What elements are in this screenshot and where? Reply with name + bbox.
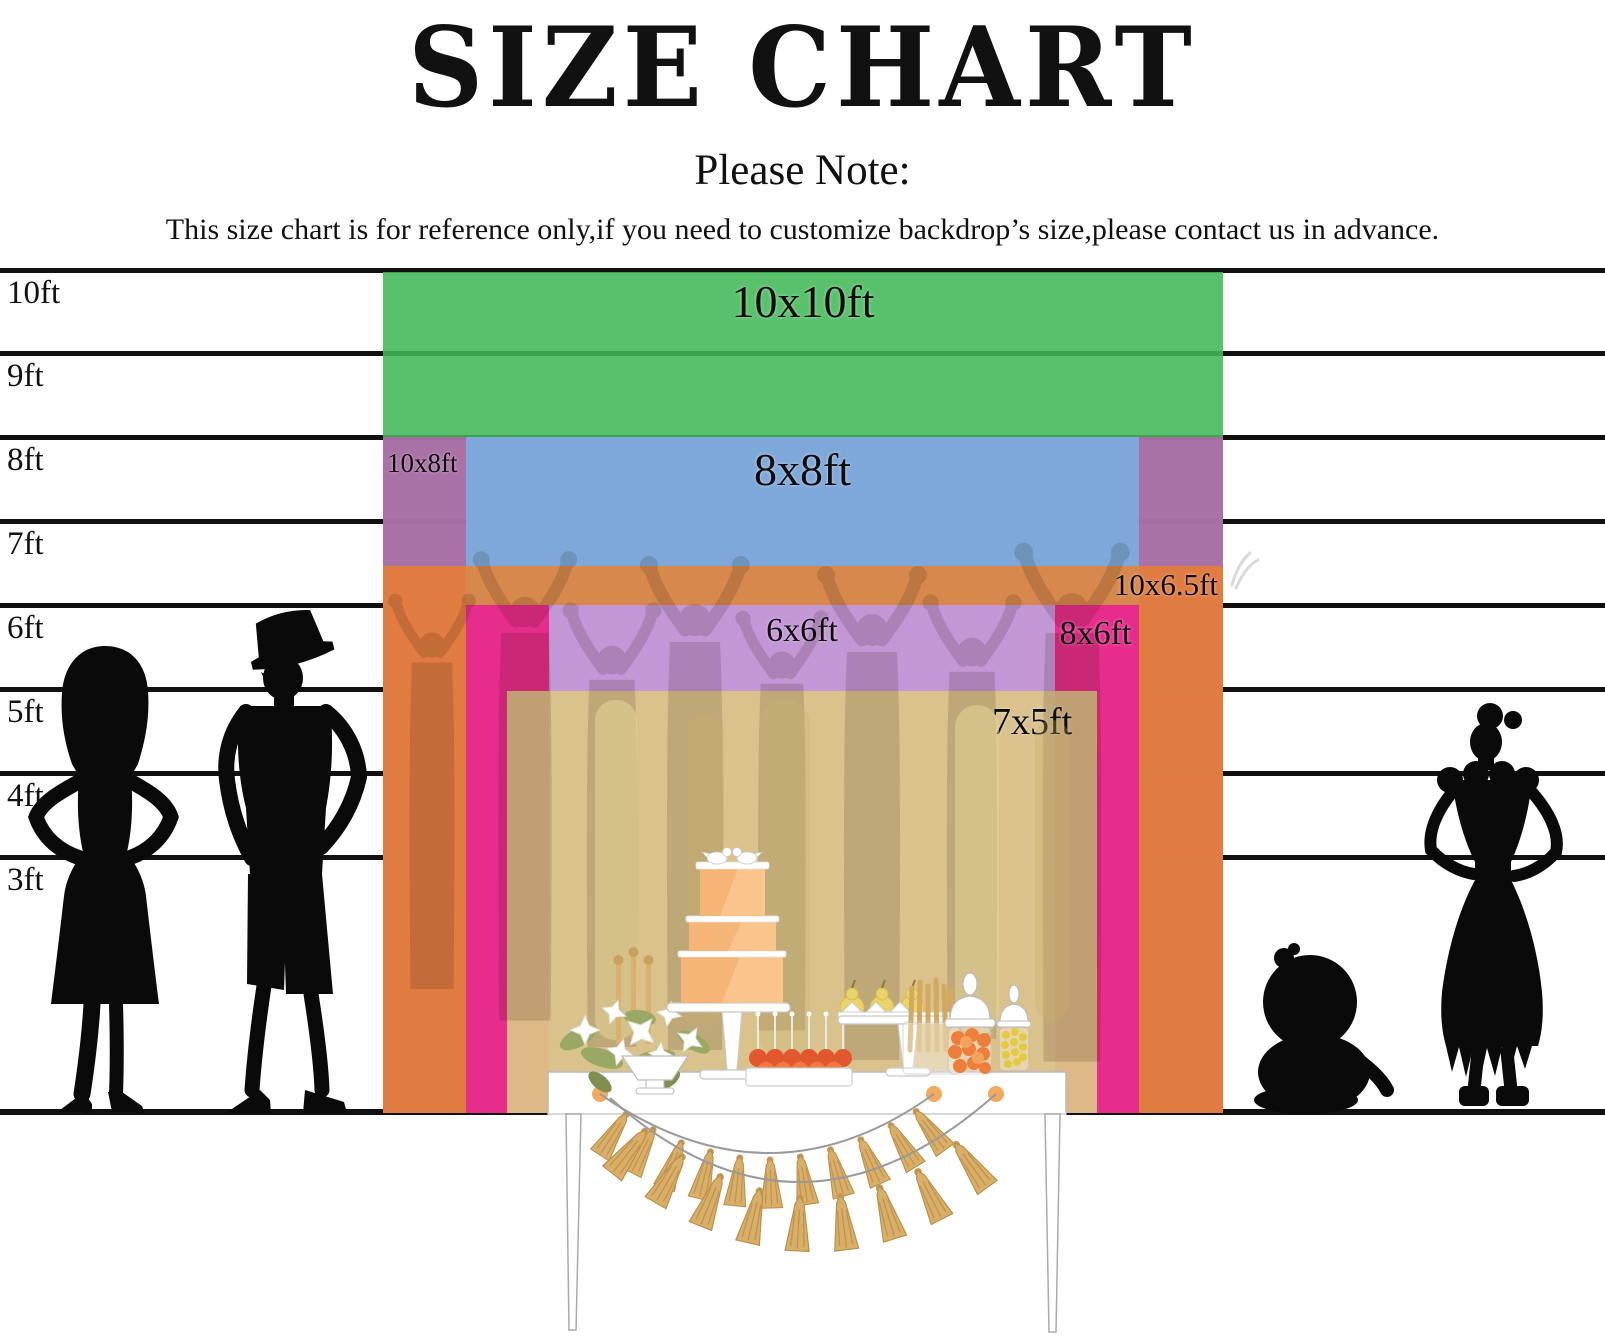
backdrop-texture-streaks <box>595 700 1069 1060</box>
line-10ft <box>0 268 1605 273</box>
ruler-label-7ft: 7ft <box>7 526 44 562</box>
tassel-garland-lower <box>601 1093 998 1253</box>
ruler-label-5ft: 5ft <box>7 694 44 730</box>
label-10x8ft: 10x8ft <box>387 448 458 478</box>
dancing-girl-silhouette <box>1424 703 1563 1106</box>
label-8x8ft: 8x8ft <box>753 444 852 495</box>
wedding-cake <box>666 847 791 1080</box>
baby-silhouette <box>1254 943 1394 1114</box>
candy-jar-yellow <box>996 984 1032 1072</box>
label-10x10ft: 10x10ft <box>731 276 875 327</box>
note-heading: Please Note: <box>694 147 911 194</box>
candy-jar-orange <box>944 972 996 1075</box>
flower-arrangement <box>559 994 710 1095</box>
man-silhouette <box>218 610 368 1113</box>
ruler-label-8ft: 8ft <box>7 442 44 478</box>
table-leg-left <box>565 1113 582 1331</box>
ruler-label-10ft: 10ft <box>7 275 61 311</box>
label-10x6.5ft: 10x6.5ft <box>1113 567 1218 602</box>
page-title: SIZE CHART <box>408 2 1197 133</box>
feather-decor <box>1230 551 1260 590</box>
woman-silhouette <box>27 646 179 1113</box>
ruler-label-3ft: 3ft <box>7 862 44 898</box>
table-leg-right <box>1044 1113 1061 1333</box>
note-text: This size chart is for reference only,if… <box>165 213 1440 246</box>
ruler-label-9ft: 9ft <box>7 358 44 394</box>
ruler-label-6ft: 6ft <box>7 610 44 646</box>
candy-apples <box>745 1011 853 1087</box>
cake-topper-birds <box>700 847 764 865</box>
tassel-garland-upper <box>589 1093 955 1209</box>
flower-vase <box>620 1055 690 1081</box>
